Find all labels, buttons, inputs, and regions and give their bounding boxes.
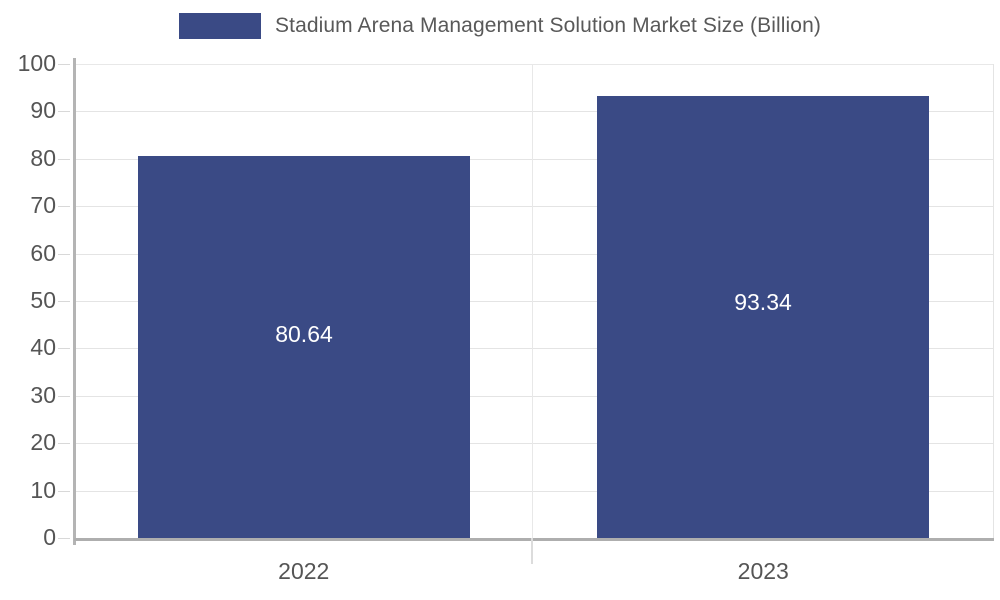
- legend-color-swatch: [179, 13, 262, 39]
- y-axis-tick-label: 10: [30, 476, 56, 503]
- gridline: [74, 254, 993, 255]
- gridline: [74, 348, 993, 349]
- y-axis-tick-mark: [58, 206, 70, 208]
- bar[interactable]: [597, 96, 929, 538]
- y-axis-tick-label: 0: [43, 524, 56, 550]
- y-axis-line: [73, 58, 76, 545]
- y-axis-tick-mark: [58, 111, 70, 113]
- gridline: [74, 206, 993, 207]
- gridline: [74, 396, 993, 397]
- chart-legend: Stadium Arena Management Solution Market…: [0, 0, 1000, 52]
- y-axis-tick-label: 100: [17, 50, 56, 76]
- gridline: [74, 64, 993, 65]
- y-axis-tick-mark: [58, 158, 70, 160]
- gridline: [74, 491, 993, 492]
- bar-value-label: 80.64: [275, 320, 333, 347]
- y-axis-tick-mark: [58, 348, 70, 350]
- y-axis-tick-mark: [58, 443, 70, 445]
- y-axis-tick-mark: [58, 301, 70, 302]
- bar[interactable]: [138, 156, 470, 538]
- y-axis-tick-mark: [58, 538, 70, 539]
- y-axis-tick-label: 80: [30, 144, 56, 171]
- category-separator-line: [532, 64, 533, 538]
- y-axis-tick-label: 30: [30, 381, 56, 408]
- x-axis-line: [74, 538, 994, 541]
- y-axis-tick-label: 50: [30, 287, 56, 313]
- plot-area: 80.64 93.34: [74, 64, 994, 539]
- y-axis-tick-mark: [58, 395, 70, 397]
- y-axis-tick-mark: [58, 253, 70, 255]
- y-axis-tick-mark: [58, 490, 70, 492]
- y-axis-tick-mark: [58, 64, 70, 65]
- x-axis-tick-divider: [531, 538, 533, 564]
- bar-value-label: 93.34: [734, 288, 792, 315]
- legend-series-label: Stadium Arena Management Solution Market…: [275, 14, 821, 37]
- y-axis-tick-label: 70: [30, 192, 56, 219]
- y-axis-tick-label: 20: [30, 429, 56, 456]
- y-axis-tick-label: 40: [30, 334, 56, 361]
- gridline: [74, 301, 993, 302]
- gridline: [74, 443, 993, 444]
- gridline: [74, 159, 993, 160]
- y-axis-tick-label: 60: [30, 239, 56, 266]
- gridline: [74, 111, 993, 112]
- y-axis-tick-label: 90: [30, 97, 56, 124]
- x-axis-category-label: 2023: [737, 558, 789, 584]
- x-axis-category-label: 2022: [278, 558, 330, 584]
